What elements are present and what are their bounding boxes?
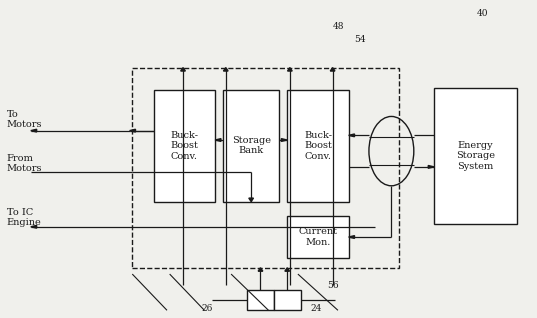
Bar [287, 216, 349, 258]
Polygon shape [180, 68, 185, 71]
Text: 26: 26 [201, 304, 213, 314]
Polygon shape [31, 225, 37, 228]
Polygon shape [129, 129, 135, 132]
Bar [434, 88, 517, 224]
Text: Storage
Bank: Storage Bank [231, 136, 271, 155]
Polygon shape [258, 268, 263, 271]
Polygon shape [223, 68, 228, 71]
Text: To IC
Engine: To IC Engine [7, 208, 41, 227]
Polygon shape [285, 268, 289, 271]
Polygon shape [330, 68, 335, 71]
Text: From
Motors: From Motors [7, 154, 42, 173]
Polygon shape [428, 165, 434, 168]
Text: To
Motors: To Motors [7, 110, 42, 129]
Text: Energy
Storage
System: Energy Storage System [456, 141, 495, 171]
Text: 48: 48 [332, 22, 344, 31]
Bar [154, 90, 215, 202]
Text: Buck-
Boost
Conv.: Buck- Boost Conv. [304, 131, 332, 161]
Bar [274, 290, 301, 310]
Polygon shape [287, 68, 292, 71]
Text: Current
Mon.: Current Mon. [299, 227, 337, 247]
Bar [247, 290, 274, 310]
Bar [287, 90, 349, 202]
Bar [223, 90, 279, 202]
Text: 24: 24 [311, 304, 322, 314]
Text: 56: 56 [327, 280, 339, 290]
Text: 54: 54 [354, 35, 366, 44]
Bar [132, 68, 400, 268]
Polygon shape [249, 198, 253, 202]
Polygon shape [281, 139, 287, 142]
Text: Buck-
Boost
Conv.: Buck- Boost Conv. [170, 131, 198, 161]
Polygon shape [349, 134, 354, 137]
Polygon shape [215, 139, 221, 142]
Polygon shape [31, 129, 37, 132]
Polygon shape [349, 236, 354, 238]
Text: 40: 40 [477, 10, 488, 18]
